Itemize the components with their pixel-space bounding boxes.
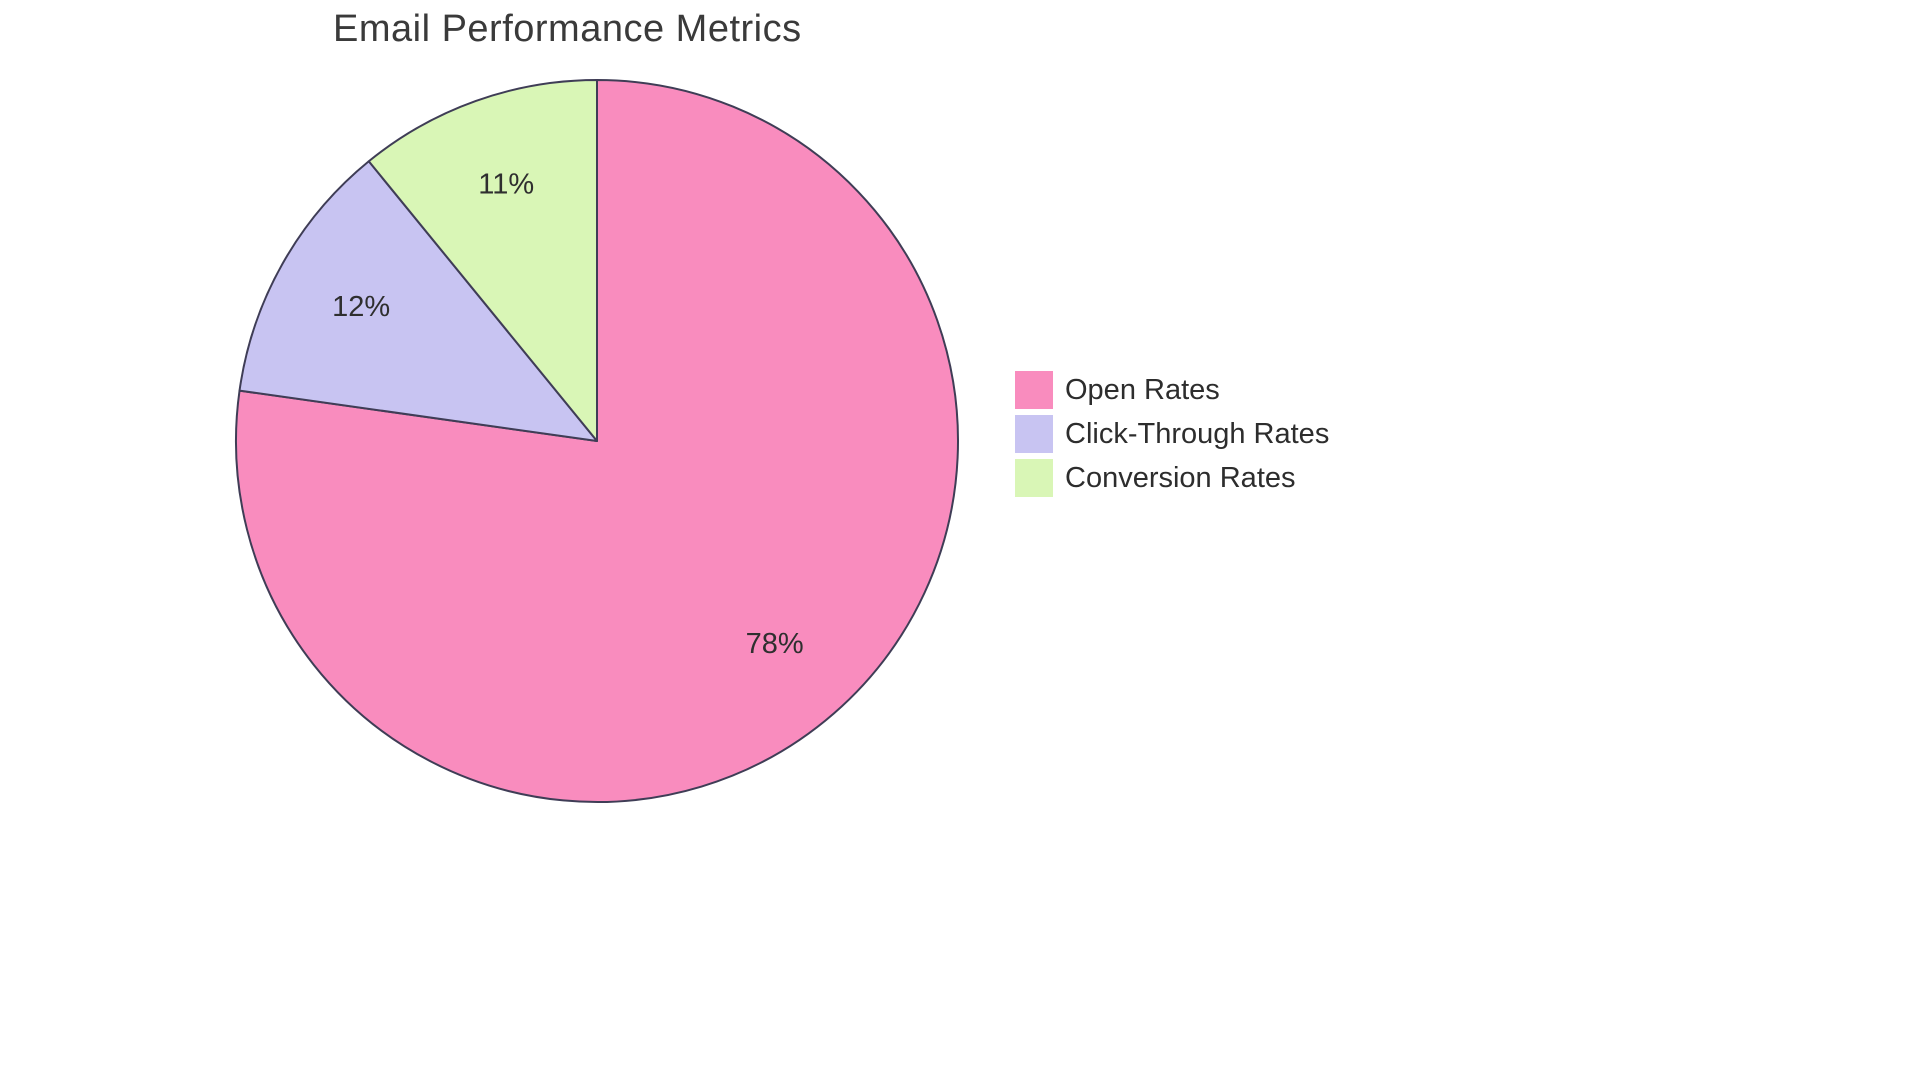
chart-title: Email Performance Metrics <box>333 8 802 50</box>
legend-label-click-through-rates: Click-Through Rates <box>1065 417 1330 450</box>
pie-slice-labels-group: 78% 12% 11% <box>332 169 804 661</box>
legend-swatch-click-through-rates <box>1015 415 1053 453</box>
pie-slice-click-through-rates <box>238 160 598 442</box>
pie-slice-value-label: 12% <box>332 291 390 323</box>
pie-slice-conversion-rates <box>367 79 598 442</box>
chart-legend: Open Rates Click-Through Rates Conversio… <box>1015 371 1329 497</box>
legend-item-open-rates: Open Rates <box>1015 371 1329 409</box>
legend-swatch-open-rates <box>1015 371 1053 409</box>
legend-label-open-rates: Open Rates <box>1065 373 1220 406</box>
pie-slices-group <box>235 79 959 803</box>
pie-slice-value-label: 78% <box>746 628 804 660</box>
pie-slice-value-label: 11% <box>478 169 534 201</box>
legend-item-conversion-rates: Conversion Rates <box>1015 459 1329 497</box>
legend-label-conversion-rates: Conversion Rates <box>1065 461 1296 494</box>
legend-item-click-through-rates: Click-Through Rates <box>1015 415 1329 453</box>
legend-swatch-conversion-rates <box>1015 459 1053 497</box>
